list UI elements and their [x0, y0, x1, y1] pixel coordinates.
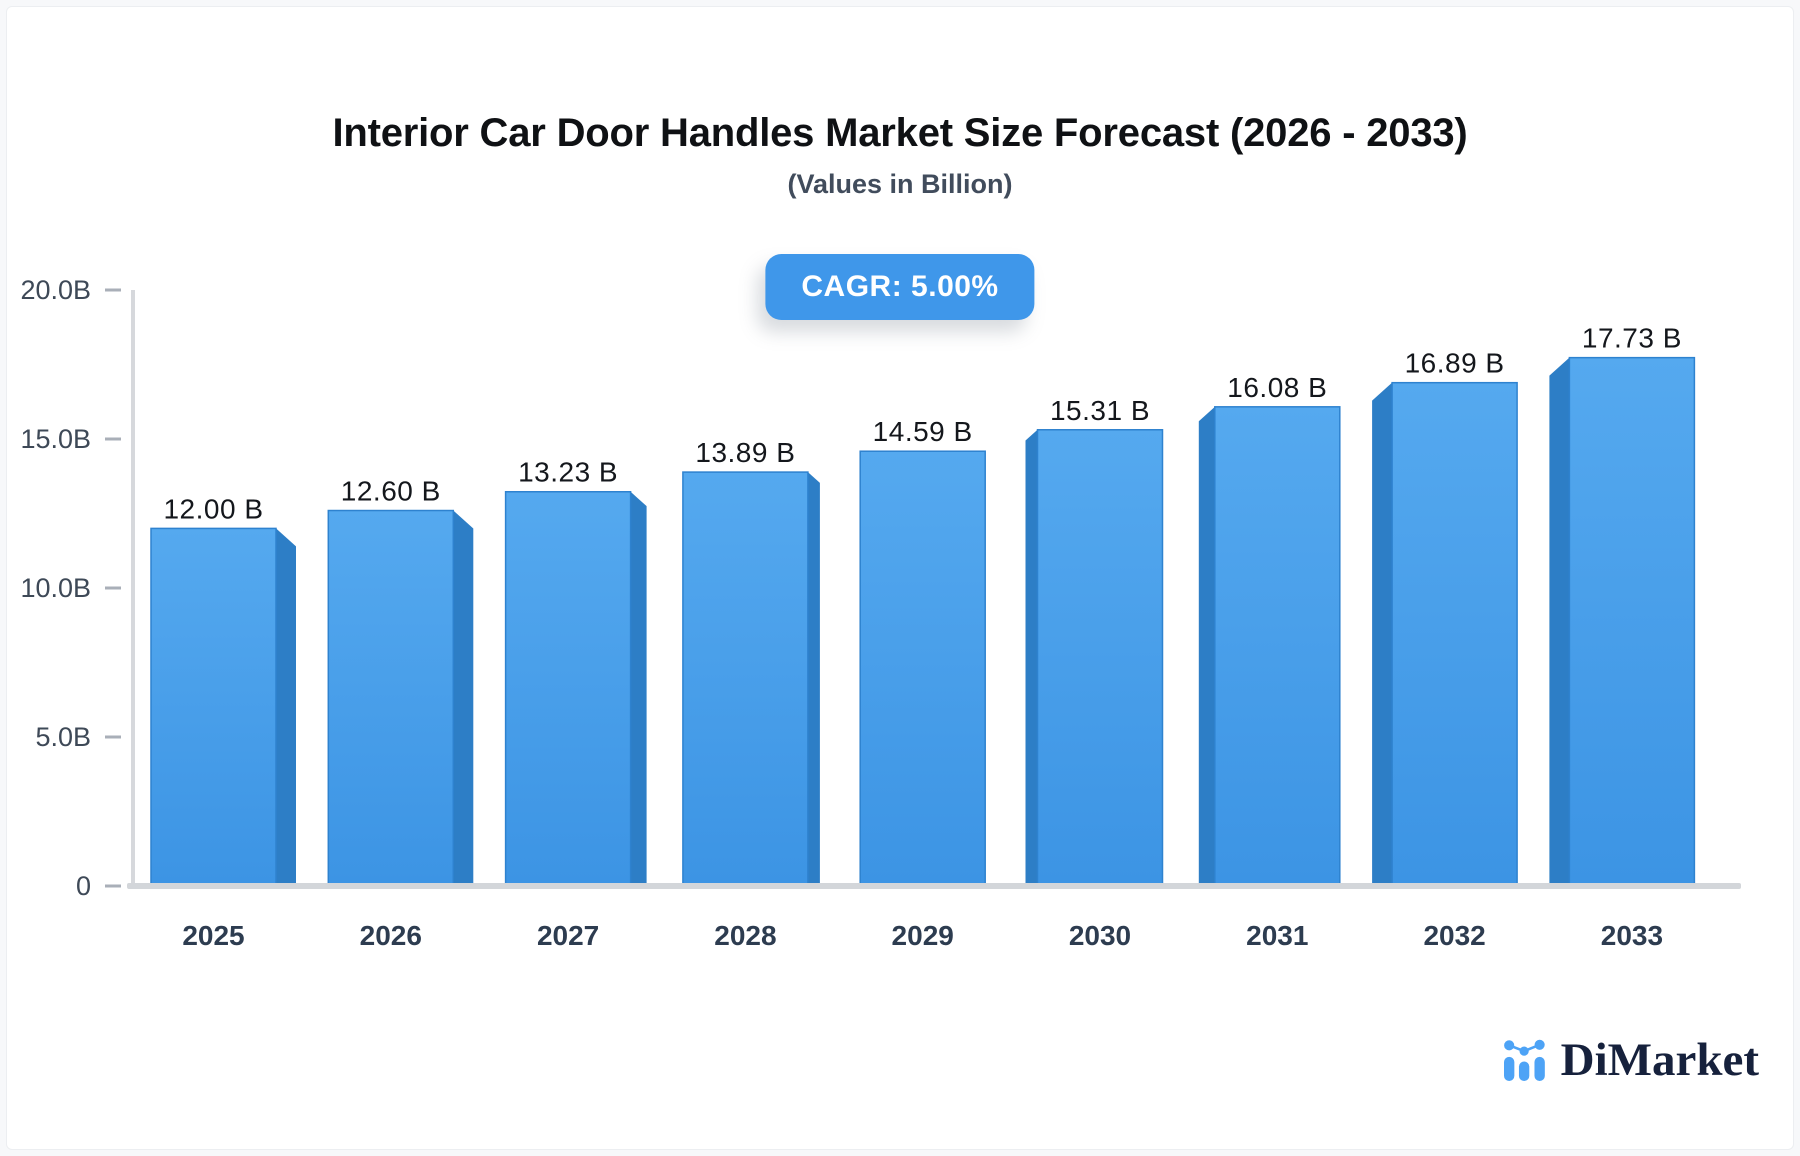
- chart-title: Interior Car Door Handles Market Size Fo…: [332, 111, 1468, 155]
- bar-2030: [1036, 429, 1164, 887]
- bar-value-label: 12.60 B: [341, 476, 441, 507]
- bar-2033: [1568, 356, 1696, 887]
- bar-side-face: [276, 528, 296, 886]
- cagr-badge-label: CAGR: 5.00%: [801, 270, 999, 303]
- x-tick-label: 2026: [360, 920, 422, 951]
- bar-side-face: [1198, 406, 1215, 886]
- x-tick-label: 2030: [1069, 920, 1131, 951]
- x-tick-label: 2028: [714, 920, 776, 951]
- x-axis-line: [127, 883, 1741, 889]
- bar-side-face: [1025, 429, 1038, 886]
- bar-2028: [682, 471, 809, 887]
- y-tick-label: 5.0B: [35, 722, 91, 752]
- bar-2032: [1391, 381, 1518, 887]
- y-tick-label: 0: [76, 871, 91, 901]
- bar-value-label: 15.31 B: [1050, 395, 1150, 426]
- bar-2031: [1214, 406, 1341, 887]
- bar-side-face: [1372, 382, 1393, 886]
- chart-subtitle: (Values in Billion): [787, 169, 1013, 199]
- x-tick-label: 2031: [1246, 920, 1308, 951]
- bar-value-label: 13.23 B: [518, 457, 618, 488]
- bar-2026: [327, 509, 455, 887]
- x-tick-label: 2029: [892, 920, 954, 951]
- bar-value-label: 12.00 B: [163, 493, 263, 524]
- bar-value-label: 16.08 B: [1227, 372, 1327, 403]
- mini-bar-chart-logo-icon: [1503, 1039, 1545, 1081]
- bar-2025: [150, 527, 277, 887]
- bar-value-label: 17.73 B: [1582, 323, 1682, 354]
- bar-value-label: 13.89 B: [695, 437, 795, 468]
- bar-value-label: 14.59 B: [873, 416, 973, 447]
- bar-2027: [504, 490, 632, 887]
- y-tick-label: 15.0B: [20, 424, 91, 454]
- bar-side-face: [807, 472, 820, 886]
- brand-logo: DiMarket: [1503, 1033, 1759, 1086]
- chart-card: Interior Car Door Handles Market Size Fo…: [6, 6, 1794, 1150]
- cagr-badge: CAGR: 5.00%: [765, 254, 1035, 320]
- bar-side-face: [453, 510, 474, 886]
- x-tick-label: 2033: [1601, 920, 1663, 951]
- x-tick-label: 2027: [537, 920, 599, 951]
- bar-value-label: 16.89 B: [1405, 348, 1505, 379]
- y-axis-line: [131, 290, 135, 889]
- x-tick-label: 2025: [182, 920, 244, 951]
- bar-side-face: [1549, 357, 1570, 886]
- bar-side-face: [630, 491, 647, 886]
- bar-2029: [859, 450, 986, 887]
- y-tick-label: 20.0B: [20, 275, 91, 305]
- x-tick-label: 2032: [1423, 920, 1485, 951]
- y-tick-label: 10.0B: [20, 573, 91, 603]
- brand-name: DiMarket: [1560, 1033, 1759, 1086]
- bar-chart: 0 5.0B 10.0B 15.0B 20.0B 12.00 B 2025 12.60 B 20…: [20, 275, 1741, 951]
